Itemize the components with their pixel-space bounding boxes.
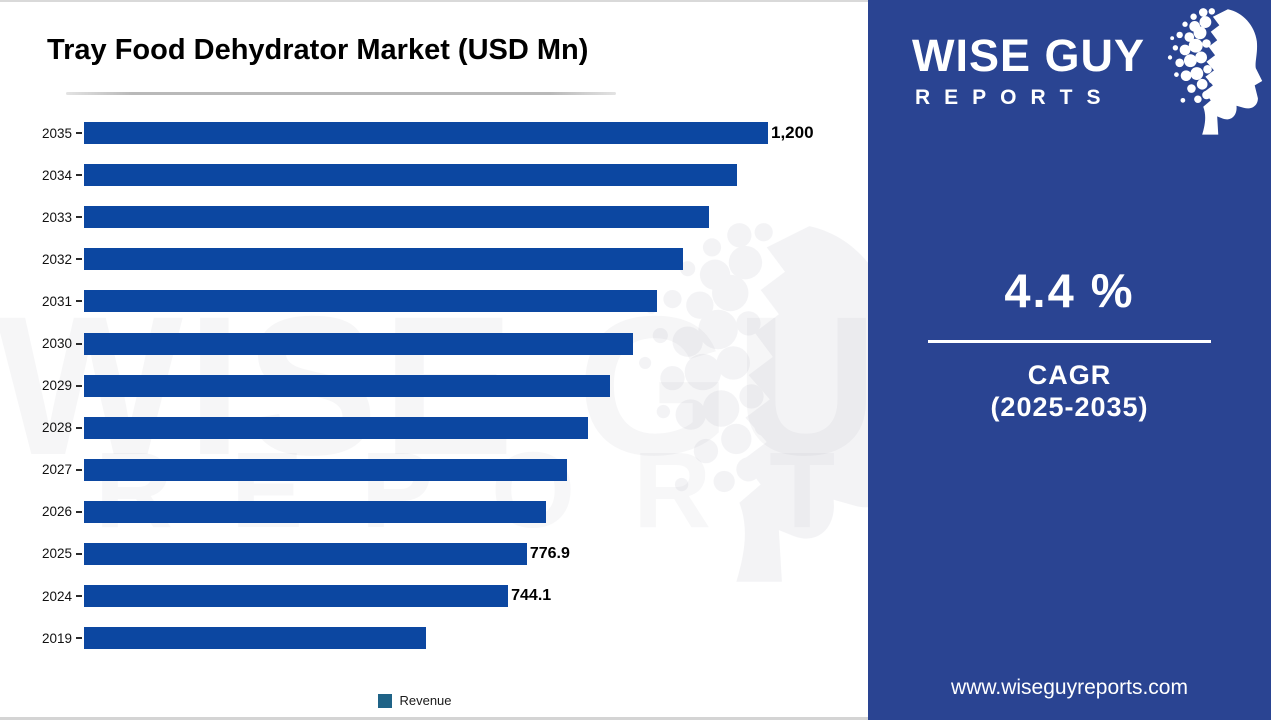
y-axis-label: 2032 [41, 251, 72, 267]
head-logo-icon [1149, 6, 1265, 140]
axis-tick [76, 595, 82, 598]
cagr-divider [928, 340, 1211, 343]
bar-row: 2027 [10, 449, 814, 491]
axis-tick [76, 552, 82, 555]
axis-tick [76, 510, 82, 513]
revenue-bar [84, 542, 527, 565]
axis-tick [76, 637, 82, 640]
revenue-bar [84, 290, 658, 313]
revenue-bar [84, 585, 509, 608]
bar-row: 2019 [10, 617, 814, 659]
revenue-bar [84, 416, 588, 439]
axis-tick [76, 468, 82, 471]
revenue-bar [84, 627, 426, 650]
y-axis-label: 2030 [41, 336, 72, 352]
y-axis-label: 2024 [41, 588, 72, 604]
revenue-bar [84, 374, 611, 397]
legend-label: Revenue [399, 693, 452, 708]
axis-tick [76, 342, 82, 345]
chart-title: Tray Food Dehydrator Market (USD Mn) [47, 34, 589, 66]
axis-tick [76, 384, 82, 387]
y-axis-label: 2025 [41, 546, 72, 562]
bar-row: 2030 [10, 322, 814, 364]
chart-legend: Revenue [0, 693, 830, 708]
y-axis-label: 2019 [41, 630, 72, 646]
axis-tick [76, 258, 82, 261]
revenue-bar [84, 500, 547, 523]
logo-text: WISE GUY REPORTS [912, 30, 1145, 110]
axis-tick [76, 216, 82, 219]
bar-row: 2026 [10, 491, 814, 533]
bar-row: 2024 744.1 [10, 575, 814, 617]
axis-tick [76, 300, 82, 303]
y-axis-label: 2026 [41, 504, 72, 520]
wise-guy-logo: WISE GUY REPORTS [868, 0, 1271, 175]
revenue-bar [84, 248, 683, 271]
bar-row: 2035 1,200 [10, 112, 814, 154]
cagr-label: CAGR [1027, 360, 1112, 390]
chart-panel: WISE GUY REPORTS Tray Food Dehydrator Ma… [0, 0, 868, 720]
cagr-value: 4.4 % [1004, 264, 1135, 317]
axis-tick [76, 132, 82, 135]
bar-row: 2029 [10, 365, 814, 407]
axis-tick [76, 174, 82, 177]
revenue-bar [84, 122, 768, 145]
logo-wordmark-line2: REPORTS [915, 86, 1115, 109]
revenue-bar [84, 332, 634, 355]
brand-panel: WISE GUY REPORTS 4.4 % CAGR (2025-2035) … [868, 0, 1271, 720]
bar-value-label: 776.9 [529, 544, 570, 562]
y-axis-label: 2029 [41, 378, 72, 394]
revenue-bar [84, 164, 737, 187]
cagr-period: (2025-2035) [990, 392, 1149, 423]
bar-value-label: 744.1 [511, 587, 552, 605]
y-axis-label: 2035 [41, 125, 72, 141]
revenue-bar [84, 458, 567, 481]
y-axis-label: 2027 [41, 462, 72, 478]
axis-tick [76, 426, 82, 429]
bar-row: 2028 [10, 407, 814, 449]
legend-swatch [378, 693, 393, 708]
revenue-bar [84, 206, 710, 229]
y-axis-label: 2028 [41, 420, 72, 436]
y-axis-label: 2033 [41, 209, 72, 225]
bar-chart: 2035 1,200 2034 2033 2032 2031 2030 2029 2028 202… [10, 112, 814, 659]
bar-row: 2025 776.9 [10, 533, 814, 575]
logo-wordmark-line1: WISE GUY [912, 30, 1146, 81]
website-url: www.wiseguyreports.com [951, 676, 1188, 699]
bar-row: 2034 [10, 154, 814, 196]
bar-row: 2032 [10, 238, 814, 280]
title-underline [66, 92, 616, 95]
y-axis-label: 2034 [41, 167, 72, 183]
bar-row: 2033 [10, 196, 814, 238]
bar-row: 2031 [10, 280, 814, 322]
bar-value-label: 1,200 [771, 123, 814, 143]
y-axis-label: 2031 [41, 293, 72, 309]
